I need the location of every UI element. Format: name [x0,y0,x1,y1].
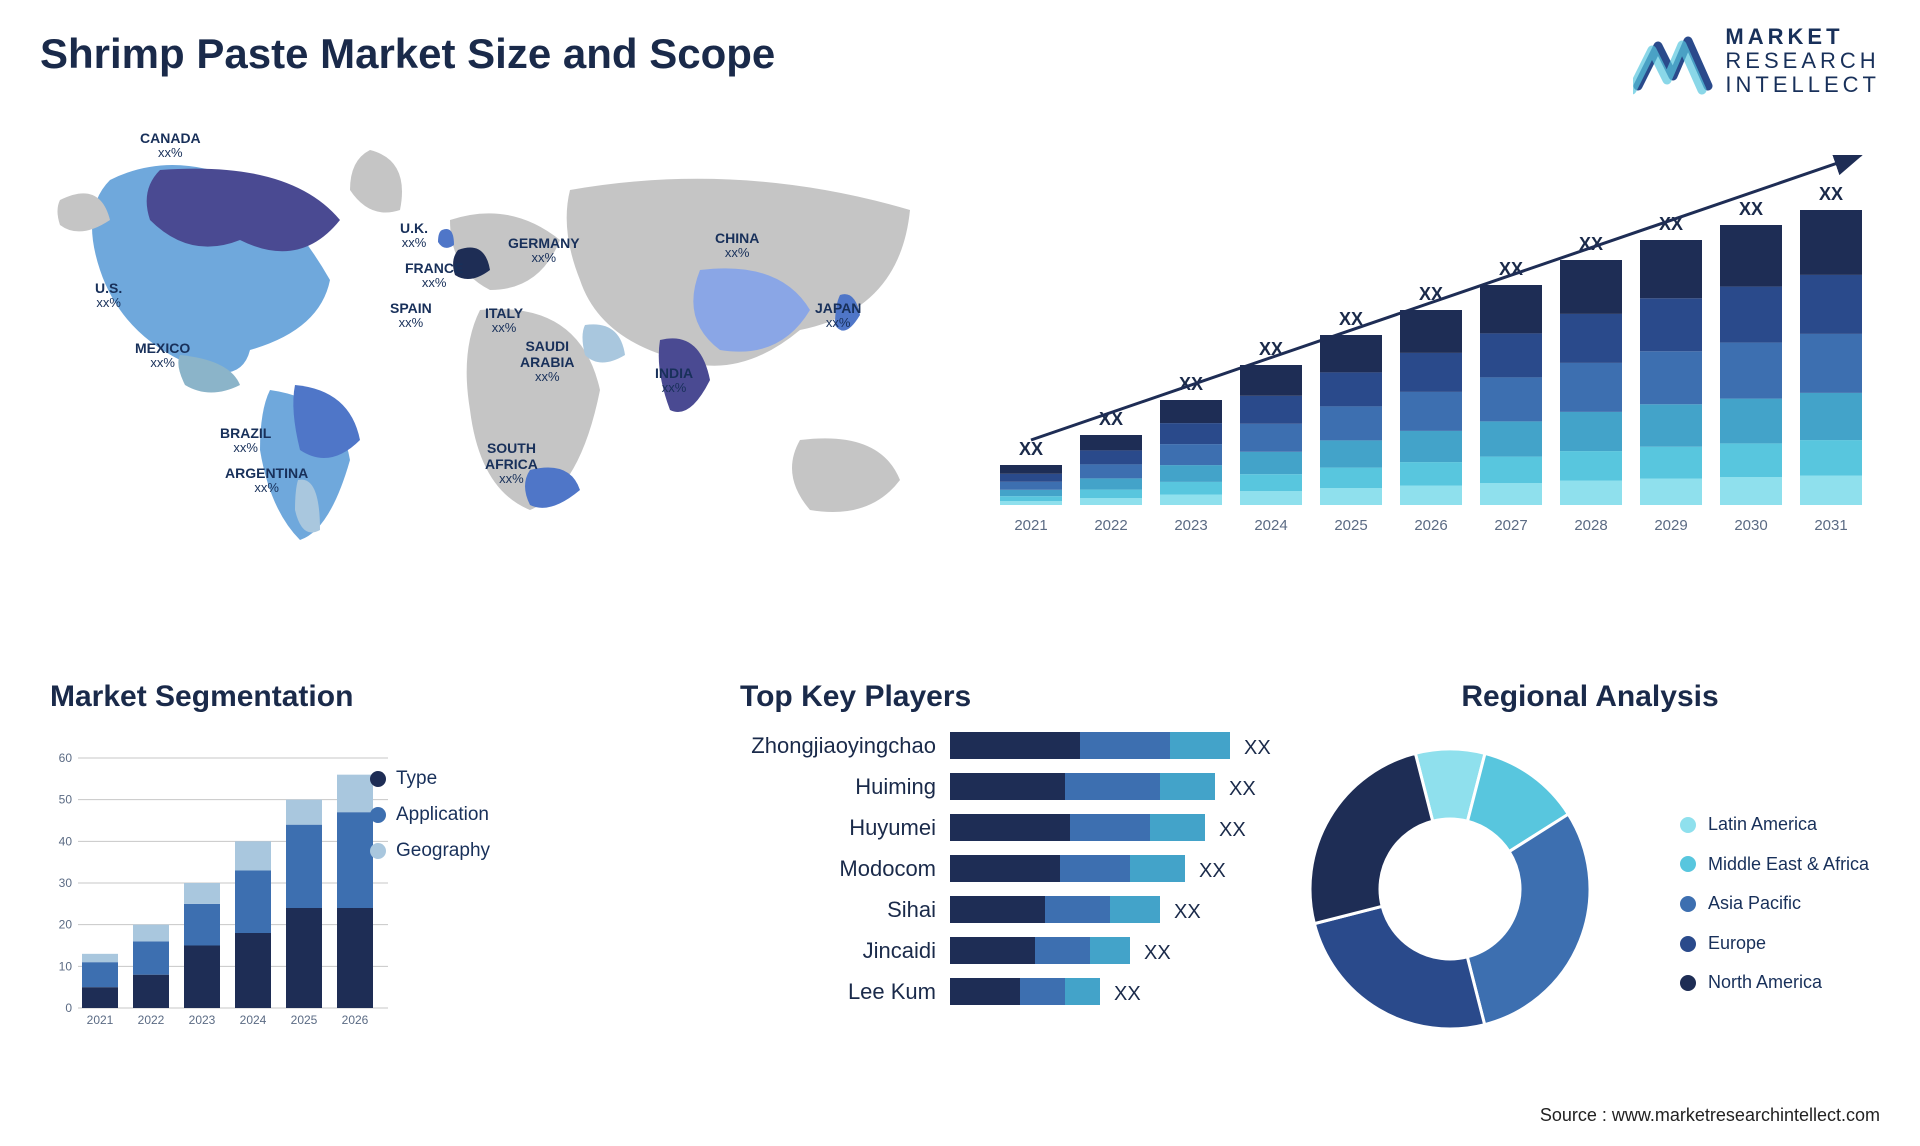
svg-text:XX: XX [1229,778,1256,800]
map-label-south-africa: SOUTHAFRICAxx% [485,440,538,487]
svg-text:60: 60 [59,751,73,765]
map-label-india: INDIAxx% [655,365,693,396]
svg-text:2022: 2022 [1094,517,1127,534]
segmentation-legend: Type Application Geography [370,768,490,876]
regional-analysis-title: Regional Analysis [1290,680,1890,714]
forecast-chart: XX2021XX2022XX2023XX2024XX2025XX2026XX20… [980,155,1880,555]
svg-text:XX: XX [1199,860,1226,882]
svg-text:2026: 2026 [1414,517,1447,534]
map-label-saudi-arabia: SAUDIARABIAxx% [520,338,574,385]
svg-text:2025: 2025 [1334,517,1367,534]
page-title: Shrimp Paste Market Size and Scope [40,30,775,78]
svg-text:Lee Kum: Lee Kum [848,979,936,1004]
legend-item-application: Application [370,804,490,826]
svg-text:Jincaidi: Jincaidi [863,938,936,963]
svg-text:0: 0 [65,1001,72,1015]
svg-text:50: 50 [59,793,73,807]
legend-item-latin-america: Latin America [1680,814,1890,836]
svg-text:Huiming: Huiming [855,774,936,799]
svg-text:2031: 2031 [1814,517,1847,534]
svg-text:2022: 2022 [138,1013,165,1027]
svg-text:2021: 2021 [87,1013,114,1027]
svg-text:2030: 2030 [1734,517,1767,534]
map-label-spain: SPAINxx% [390,300,432,331]
svg-text:40: 40 [59,834,73,848]
legend-item-middle-east-africa: Middle East & Africa [1680,854,1890,876]
logo-icon [1633,26,1713,96]
legend-item-type: Type [370,768,490,790]
svg-text:Sihai: Sihai [887,897,936,922]
map-label-france: FRANCExx% [405,260,463,291]
svg-text:XX: XX [1174,901,1201,923]
key-players-chart: Top Key Players Zhongjiaoyingchao XX Huimi… [740,680,1280,1060]
svg-text:2023: 2023 [1174,517,1207,534]
map-label-argentina: ARGENTINAxx% [225,465,308,496]
segmentation-title: Market Segmentation [50,680,530,714]
regional-analysis: Regional Analysis Latin America Middle Ea… [1290,680,1890,1060]
map-label-brazil: BRAZILxx% [220,425,271,456]
source-line: Source : www.marketresearchintellect.com [1540,1105,1880,1126]
svg-text:XX: XX [1114,983,1141,1005]
logo-text-3: INTELLECT [1725,73,1880,97]
svg-text:2027: 2027 [1494,517,1527,534]
svg-text:XX: XX [1819,184,1843,204]
svg-text:2021: 2021 [1014,517,1047,534]
legend-item-asia-pacific: Asia Pacific [1680,893,1890,915]
brand-logo: MARKET RESEARCH INTELLECT [1633,25,1880,98]
map-label-china: CHINAxx% [715,230,759,261]
map-label-canada: CANADAxx% [140,130,201,161]
key-players-title: Top Key Players [740,680,1280,714]
legend-item-north-america: North America [1680,972,1890,994]
map-label-italy: ITALYxx% [485,305,523,336]
svg-text:Modocom: Modocom [839,856,936,881]
regional-legend: Latin America Middle East & Africa Asia Pa… [1680,734,1890,1012]
svg-text:20: 20 [59,918,73,932]
svg-text:Huyumei: Huyumei [849,815,936,840]
svg-text:XX: XX [1244,737,1271,759]
svg-text:2029: 2029 [1654,517,1687,534]
svg-text:2026: 2026 [342,1013,369,1027]
legend-item-geography: Geography [370,840,490,862]
map-label-u-s-: U.S.xx% [95,280,122,311]
svg-text:30: 30 [59,876,73,890]
svg-text:2023: 2023 [189,1013,216,1027]
world-map: CANADAxx% U.S.xx% MEXICOxx% BRAZILxx% ARGENT… [40,130,940,550]
logo-text-2: RESEARCH [1725,49,1880,73]
svg-text:XX: XX [1144,942,1171,964]
svg-text:10: 10 [59,959,73,973]
svg-text:Zhongjiaoyingchao: Zhongjiaoyingchao [751,733,936,758]
logo-text-1: MARKET [1725,25,1880,49]
svg-text:XX: XX [1019,439,1043,459]
map-label-japan: JAPANxx% [815,300,861,331]
svg-text:XX: XX [1739,199,1763,219]
svg-text:2024: 2024 [1254,517,1287,534]
svg-text:2028: 2028 [1574,517,1607,534]
svg-text:XX: XX [1219,819,1246,841]
legend-item-europe: Europe [1680,933,1890,955]
map-label-germany: GERMANYxx% [508,235,580,266]
map-label-u-k-: U.K.xx% [400,220,428,251]
svg-text:2024: 2024 [240,1013,267,1027]
svg-text:2025: 2025 [291,1013,318,1027]
map-label-mexico: MEXICOxx% [135,340,190,371]
